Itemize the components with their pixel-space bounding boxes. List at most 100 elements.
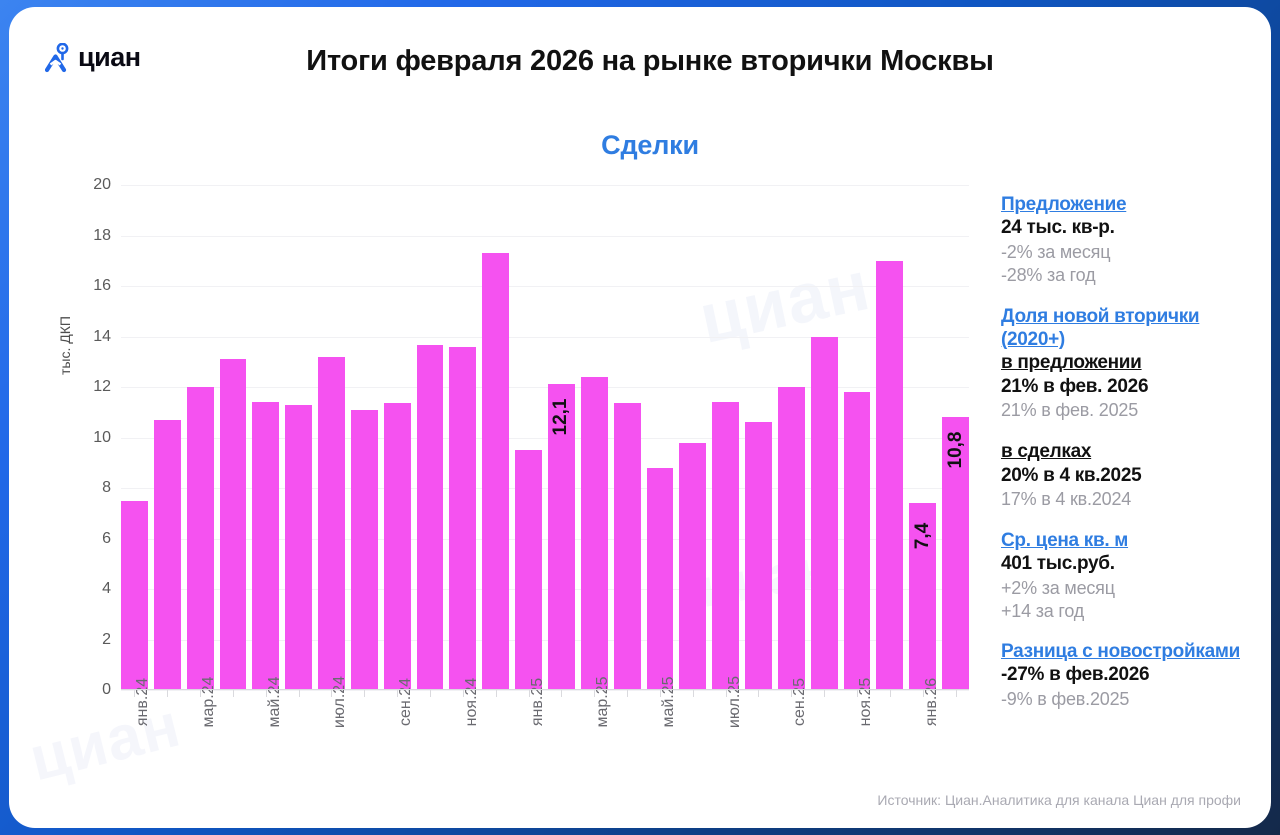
x-axis-tick-mark xyxy=(430,690,432,697)
x-axis-tick-label: мар.25 xyxy=(594,676,612,728)
y-axis-tick: 8 xyxy=(102,479,111,496)
x-axis-tick-mark xyxy=(331,690,333,697)
summary-block-avg-price: Ср. цена кв. м 401 тыс.руб. +2% за месяц +1… xyxy=(1001,529,1251,624)
y-axis-tick: 20 xyxy=(93,176,111,193)
gridline: 16 xyxy=(93,277,969,294)
y-axis-tick: 2 xyxy=(102,630,111,648)
bar[interactable]: май.24 xyxy=(252,402,283,728)
bar[interactable]: мар.25 xyxy=(580,376,611,728)
bar[interactable]: янв.24 xyxy=(121,500,151,726)
gridline: 18 xyxy=(93,227,969,244)
x-axis-tick-mark xyxy=(561,690,563,697)
summary-block-note: -2% за месяц xyxy=(1001,241,1111,262)
gridline: 8 xyxy=(102,479,969,496)
x-axis-tick-label: янв.24 xyxy=(134,677,152,727)
bar[interactable] xyxy=(810,336,838,697)
bar[interactable]: мар.24 xyxy=(186,387,217,728)
summary-block-heading[interactable]: Предложение xyxy=(1001,194,1127,215)
bar-value-label: 7,4 xyxy=(911,522,933,550)
bar-series: янв.24 мар.24 май.24 июл.24 сен.24 ноя.24 янв.… xyxy=(121,185,969,728)
x-axis-tick-mark xyxy=(824,690,826,697)
summary-block-heading[interactable]: Ср. цена кв. м xyxy=(1001,529,1129,551)
bar[interactable]: июл.24 xyxy=(318,356,348,728)
x-axis-tick-mark xyxy=(856,690,858,697)
summary-block-note: +14 за год xyxy=(1001,600,1085,621)
x-axis-tick-mark xyxy=(265,690,267,697)
x-axis-tick-mark xyxy=(134,690,136,697)
bar[interactable] xyxy=(350,409,378,697)
summary-block-note: +2% за месяц xyxy=(1001,577,1115,598)
summary-block-note: -28% за год xyxy=(1001,265,1096,286)
x-axis-tick-label: сен.24 xyxy=(397,678,415,726)
summary-block-note: 21% в фев. 2025 xyxy=(1001,400,1139,421)
bar[interactable] xyxy=(679,442,707,697)
y-axis-tick: 14 xyxy=(93,327,111,345)
y-axis-tick: 10 xyxy=(93,428,111,446)
gridline: 0 xyxy=(102,681,969,698)
x-axis-tick-mark xyxy=(232,690,234,697)
x-axis-tick-label: май.25 xyxy=(659,676,677,728)
summary-block-heading[interactable]: Доля новой вторички (2020+) xyxy=(1001,305,1200,350)
x-axis-tick-mark xyxy=(955,690,957,697)
bar[interactable]: июл.25 xyxy=(712,402,743,728)
gridline: 14 xyxy=(93,328,969,345)
gridline: 10 xyxy=(93,429,969,446)
summary-block-value: 24 тыс. кв-р. xyxy=(1001,217,1115,239)
y-axis-tick: 6 xyxy=(102,529,111,547)
summary-block-value: 21% в фев. 2026 xyxy=(1001,375,1149,397)
x-axis-tick-mark xyxy=(889,690,891,697)
x-axis-tick-mark xyxy=(167,690,169,697)
y-axis-tick: 4 xyxy=(102,580,111,597)
brand-name: циан xyxy=(78,42,141,72)
bar[interactable] xyxy=(745,422,772,697)
summary-block-subheading: в предложении xyxy=(1001,351,1142,373)
bar[interactable] xyxy=(219,359,247,697)
summary-block-heading[interactable]: Разница с новостройками xyxy=(1001,641,1240,663)
gridline: 20 xyxy=(93,176,969,193)
bar[interactable]: сен.25 xyxy=(777,387,808,726)
bar-value-label: 10,8 xyxy=(944,431,966,469)
bar[interactable] xyxy=(876,260,904,697)
summary-block-note: 17% в 4 кв.2024 xyxy=(1001,489,1132,510)
bar[interactable]: 12,1 xyxy=(547,384,575,697)
summary-block-offer: Предложение 24 тыс. кв-р. -2% за месяц -28%… xyxy=(1001,193,1251,288)
gridline: 6 xyxy=(102,530,969,547)
x-axis-tick-mark xyxy=(922,690,924,697)
x-axis-tick-label: май.24 xyxy=(265,676,283,728)
bar[interactable]: май.25 xyxy=(646,467,677,728)
x-axis-tick-mark xyxy=(462,690,464,697)
y-axis-tick: 16 xyxy=(93,277,111,294)
x-axis-tick-label: янв.25 xyxy=(528,677,546,727)
bar[interactable]: ноя.24 xyxy=(449,346,480,726)
bar[interactable] xyxy=(153,419,181,697)
bar[interactable]: сен.24 xyxy=(383,403,414,726)
bar[interactable] xyxy=(613,403,641,697)
x-axis-tick-mark xyxy=(594,690,596,697)
y-axis-tick: 0 xyxy=(102,681,111,698)
x-axis-tick-label: июл.25 xyxy=(725,675,743,729)
x-axis-tick-label: ноя.24 xyxy=(462,677,480,727)
summary-block-in-deals: в сделках 20% в 4 кв.2025 17% в 4 кв.2024 xyxy=(1001,440,1251,512)
gridline: 2 xyxy=(102,631,969,648)
watermark: циан xyxy=(22,690,188,795)
x-axis-tick-label: сен.25 xyxy=(791,678,809,726)
summary-block-new-secondary-share: Доля новой вторички (2020+) в предложении… xyxy=(1001,305,1251,423)
bar[interactable]: янв.25 xyxy=(515,450,546,726)
bar[interactable]: 7,4 янв.26 xyxy=(909,503,940,726)
summary-block-value: -27% в фев.2026 xyxy=(1001,664,1150,686)
bar[interactable] xyxy=(416,345,444,697)
bar-value-label: 12,1 xyxy=(550,398,572,436)
content-card: циан циан циан циан Итоги февраля 2026 н… xyxy=(9,7,1271,828)
bar[interactable]: 10,8 xyxy=(942,417,969,697)
page-title: Итоги февраля 2026 на рынке вторички Мос… xyxy=(306,45,994,77)
x-axis-tick-mark xyxy=(758,690,760,697)
x-axis-tick-mark xyxy=(627,690,629,697)
x-axis-tick-mark xyxy=(298,690,300,697)
summary-block-value: 20% в 4 кв.2025 xyxy=(1001,464,1142,486)
bar[interactable]: ноя.25 xyxy=(843,392,874,726)
gridline: 12 xyxy=(93,378,969,395)
plot-area: 20 18 16 14 12 10 8 6 4 2 0 янв.24 мар.24 май.24 июл.… xyxy=(93,176,969,728)
bar[interactable] xyxy=(482,253,510,697)
brand-logo[interactable]: циан xyxy=(44,42,141,73)
bar[interactable] xyxy=(285,404,313,697)
